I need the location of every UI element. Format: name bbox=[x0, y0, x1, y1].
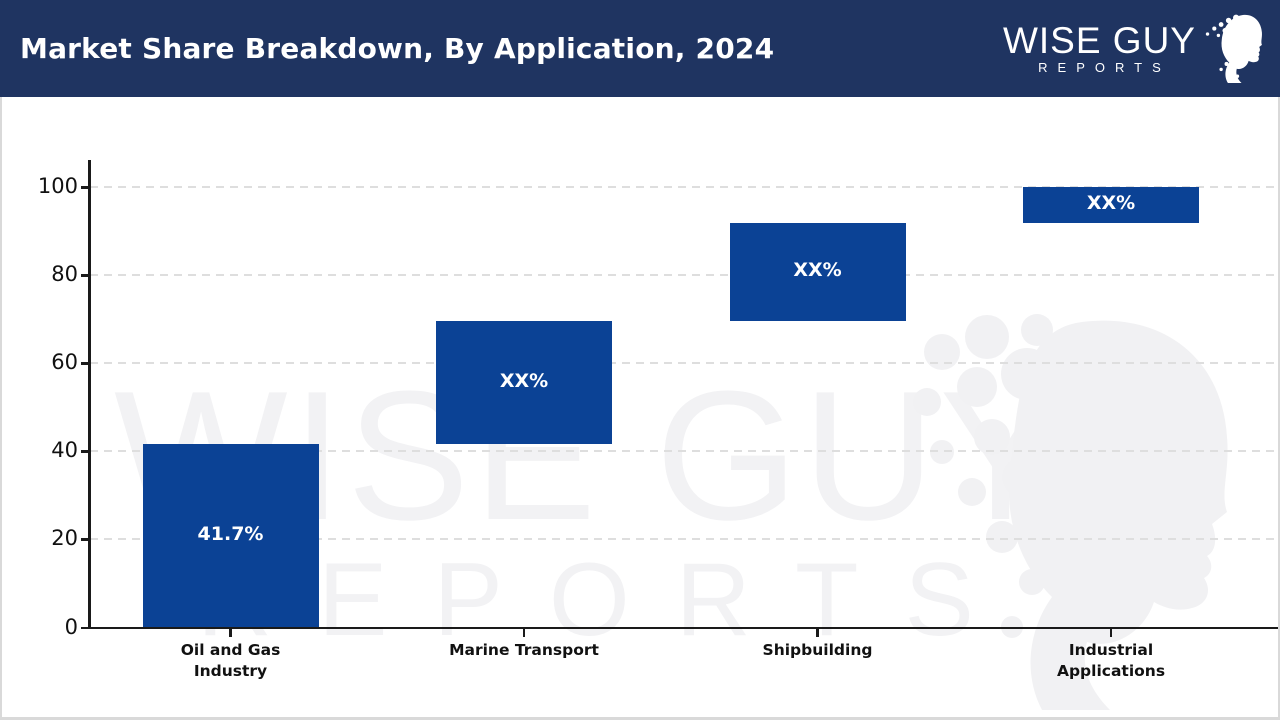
x-axis-category-label: Industrial Applications bbox=[981, 640, 1241, 682]
y-axis-label-20: 20 bbox=[51, 526, 78, 551]
bar-value-label: XX% bbox=[1086, 191, 1136, 214]
y-axis-label-100: 100 bbox=[37, 174, 78, 198]
x-axis-tick bbox=[229, 629, 232, 637]
wiseguy-logo: WISE GUY REPORTS bbox=[1003, 8, 1266, 90]
y-axis-label-40: 40 bbox=[51, 438, 78, 463]
y-axis-label-80: 80 bbox=[51, 262, 78, 287]
gridline-20 bbox=[90, 538, 1277, 541]
gridline-80 bbox=[90, 274, 1277, 277]
x-axis-category-line: Applications bbox=[1056, 662, 1166, 680]
bar-segment bbox=[436, 321, 612, 444]
x-axis-category-label: Shipbuilding bbox=[688, 640, 948, 661]
x-axis-category-line: Oil and Gas bbox=[180, 641, 281, 659]
x-axis-category-line: Shipbuilding bbox=[762, 641, 873, 659]
bar-segment bbox=[1023, 187, 1199, 223]
logo-subtitle: REPORTS bbox=[1038, 59, 1171, 75]
bar-segment bbox=[142, 443, 319, 628]
x-axis-category-label: Marine Transport bbox=[394, 640, 654, 661]
bar-value-label: XX% bbox=[499, 369, 549, 392]
x-axis-tick bbox=[1109, 629, 1113, 637]
y-axis-tick-20 bbox=[81, 538, 89, 541]
y-axis-tick-40 bbox=[81, 450, 89, 453]
y-axis-tick-80 bbox=[81, 274, 89, 277]
page-title: Market Share Breakdown, By Application, … bbox=[20, 32, 775, 65]
y-axis-tick-100 bbox=[81, 186, 89, 189]
wiseguy-head-icon bbox=[1205, 14, 1262, 83]
gridline-60 bbox=[90, 362, 1277, 365]
gridline-100 bbox=[90, 186, 1277, 188]
header-bar: Market Share Breakdown, By Application, … bbox=[0, 0, 1280, 97]
x-axis-category-label: Oil and Gas Industry bbox=[101, 640, 361, 682]
logo-text: WISE GUY REPORTS bbox=[1002, 19, 1196, 76]
y-axis-line bbox=[88, 160, 91, 629]
y-axis-label-60: 60 bbox=[51, 350, 78, 375]
y-axis-label-0: 0 bbox=[64, 614, 78, 639]
x-axis-category-line: Industry bbox=[193, 662, 268, 680]
logo-name: WISE GUY bbox=[1002, 19, 1196, 61]
watermark-text-line2: REPORTS bbox=[197, 542, 1020, 658]
x-axis-tick bbox=[522, 629, 526, 637]
gridline-40 bbox=[90, 450, 1277, 453]
bar-value-label: XX% bbox=[793, 259, 842, 282]
y-axis-tick-0 bbox=[81, 626, 89, 629]
bar-value-label: 41.7% bbox=[197, 522, 264, 545]
x-axis-category-line: Marine Transport bbox=[449, 641, 599, 659]
x-axis-line bbox=[88, 626, 1278, 629]
bar-segment bbox=[729, 222, 906, 322]
x-axis-category-line: Industrial bbox=[1068, 641, 1154, 659]
watermark-head-icon bbox=[913, 314, 1228, 710]
x-axis-tick bbox=[816, 629, 819, 637]
y-axis-tick-60 bbox=[81, 362, 89, 365]
